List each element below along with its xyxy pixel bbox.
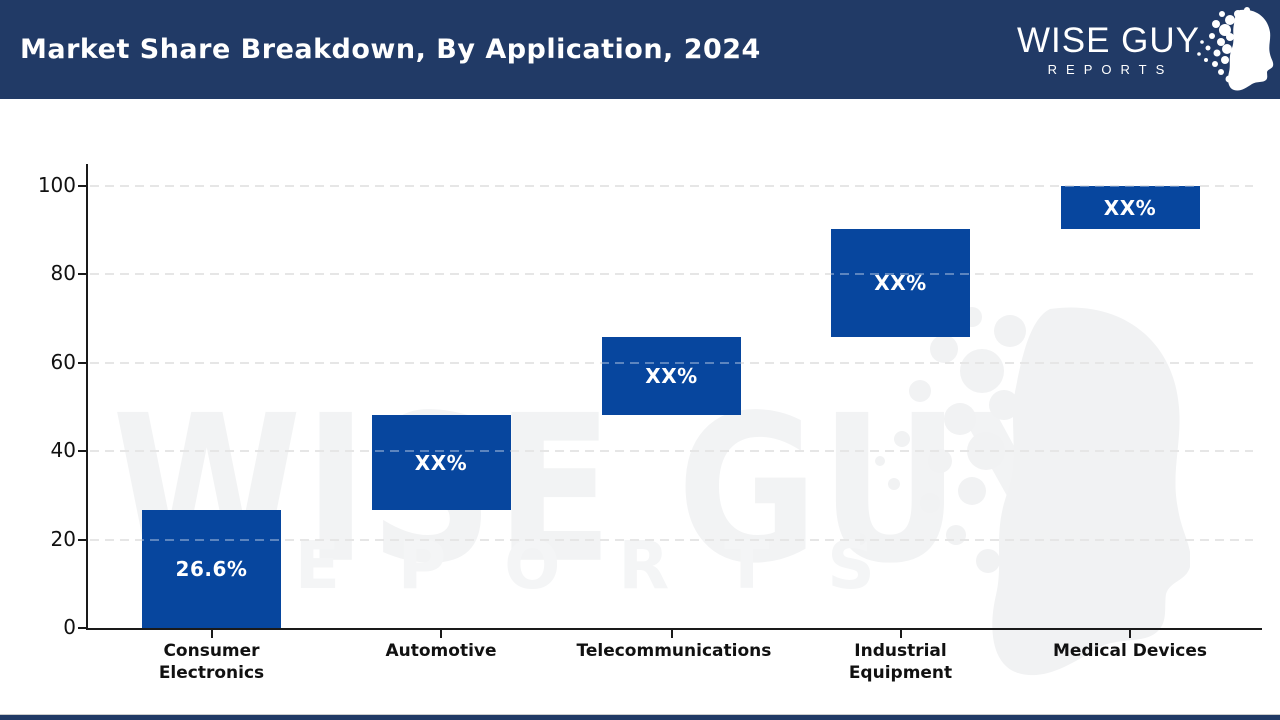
x-axis-line: [86, 628, 1262, 630]
bar-automotive: XX%: [371, 415, 511, 511]
ytick-mark: [78, 538, 88, 541]
wise-guy-logo: WISE GUY REPORTS: [1017, 4, 1280, 96]
ytick-label: 80: [50, 261, 76, 286]
bar-value-label: XX%: [874, 271, 927, 295]
ytick-mark: [78, 361, 88, 364]
ytick-mark: [78, 273, 88, 276]
footer-accent-bar: [0, 715, 1280, 720]
xtick-label-automotive: Automotive: [385, 641, 497, 661]
chart-area: WISE GUY REPORTS 0 20 40 60 80 100 26.6% XX% XX%…: [0, 99, 1280, 714]
ytick-label: 40: [50, 438, 76, 463]
bar-telecommunications: XX%: [602, 336, 741, 416]
xtick-mark: [210, 630, 213, 638]
ytick-mark: [78, 627, 88, 629]
xtick-mark: [899, 630, 902, 638]
ytick-label: 0: [63, 615, 76, 639]
gridline-overlay-y20: [90, 538, 1253, 541]
xtick-mark: [1129, 630, 1131, 638]
xtick-label-consumer-electronics: Consumer Electronics: [158, 641, 265, 684]
gridline-y80: [90, 273, 1253, 276]
bar-medical-devices: XX%: [1060, 186, 1200, 230]
bar-value-label: XX%: [414, 450, 468, 475]
xtick-label-telecommunications: Telecommunications: [576, 641, 772, 661]
ytick-mark: [78, 450, 88, 453]
logo-face-dots-icon: [1197, 6, 1274, 91]
page-title: Market Share Breakdown, By Application, …: [20, 34, 761, 65]
header-bar: Market Share Breakdown, By Application, …: [0, 0, 1280, 99]
ytick-label: 20: [50, 526, 76, 551]
bar-value-label: XX%: [645, 364, 698, 389]
gridline-overlay-y80: [90, 273, 1253, 276]
xtick-mark: [670, 630, 673, 638]
y-axis-line: [86, 163, 88, 630]
gridline-overlay-y60: [90, 361, 1253, 364]
gridline-y20: [90, 538, 1253, 541]
ytick-label: 60: [50, 349, 76, 374]
ytick-label: 100: [37, 173, 76, 197]
logo-subtitle: REPORTS: [1047, 62, 1174, 77]
bar-consumer-electronics: 26.6%: [142, 510, 281, 628]
ytick-mark: [78, 185, 88, 187]
gridline-y100: [90, 185, 1253, 187]
gridline-overlay-y40: [90, 450, 1253, 453]
watermark-face-dots: [860, 307, 1190, 676]
gridline-overlay-y100: [90, 185, 1253, 187]
bar-value-label: XX%: [1103, 195, 1157, 220]
footer-divider: [0, 714, 1280, 715]
gridline-y40: [90, 450, 1253, 453]
xtick-mark: [440, 630, 442, 638]
bar-industrial-equipment: XX%: [831, 229, 970, 337]
logo-text: WISE GUY REPORTS: [1017, 23, 1200, 76]
xtick-label-industrial-equipment: Industrial Equipment: [848, 641, 953, 684]
xtick-label-medical-devices: Medical Devices: [1052, 641, 1207, 661]
logo-wordmark: WISE GUY: [1016, 21, 1200, 60]
bar-value-label: 26.6%: [175, 557, 248, 582]
